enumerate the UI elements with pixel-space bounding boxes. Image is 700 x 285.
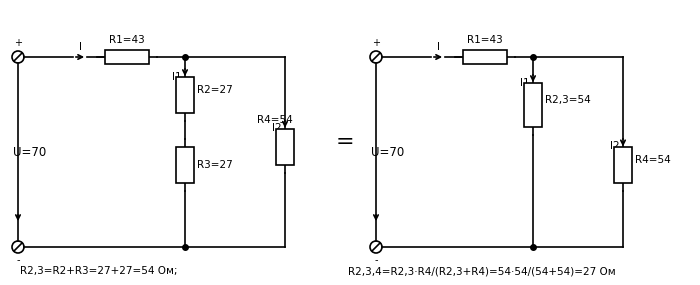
Text: I: I bbox=[78, 42, 81, 52]
Text: I2: I2 bbox=[272, 123, 282, 133]
Text: =: = bbox=[336, 132, 354, 152]
Text: R4=54: R4=54 bbox=[635, 155, 671, 165]
Bar bbox=[524, 83, 542, 127]
Text: -: - bbox=[374, 255, 378, 265]
Text: R2,3=54: R2,3=54 bbox=[545, 95, 591, 105]
Bar bbox=[176, 147, 194, 183]
Text: U=70: U=70 bbox=[13, 146, 46, 158]
Bar bbox=[614, 147, 632, 183]
Text: I: I bbox=[437, 42, 440, 52]
Text: I1: I1 bbox=[172, 72, 182, 82]
Bar bbox=[105, 50, 149, 64]
Text: I1: I1 bbox=[520, 78, 530, 88]
Text: R4=54: R4=54 bbox=[257, 115, 293, 125]
Bar bbox=[463, 50, 507, 64]
Text: +: + bbox=[372, 38, 380, 48]
Text: R3=27: R3=27 bbox=[197, 160, 232, 170]
Text: +: + bbox=[14, 38, 22, 48]
Text: -: - bbox=[16, 255, 20, 265]
Text: R1=43: R1=43 bbox=[467, 35, 503, 45]
Text: U=70: U=70 bbox=[371, 146, 405, 158]
Bar bbox=[276, 129, 294, 165]
Text: R1=43: R1=43 bbox=[109, 35, 145, 45]
Text: I2: I2 bbox=[610, 141, 620, 151]
Text: R2,3,4=R2,3·R4/(R2,3+R4)=54·54/(54+54)=27 Ом: R2,3,4=R2,3·R4/(R2,3+R4)=54·54/(54+54)=2… bbox=[348, 266, 615, 276]
Bar bbox=[176, 77, 194, 113]
Text: R2,3=R2+R3=27+27=54 Ом;: R2,3=R2+R3=27+27=54 Ом; bbox=[20, 266, 178, 276]
Text: R2=27: R2=27 bbox=[197, 85, 232, 95]
